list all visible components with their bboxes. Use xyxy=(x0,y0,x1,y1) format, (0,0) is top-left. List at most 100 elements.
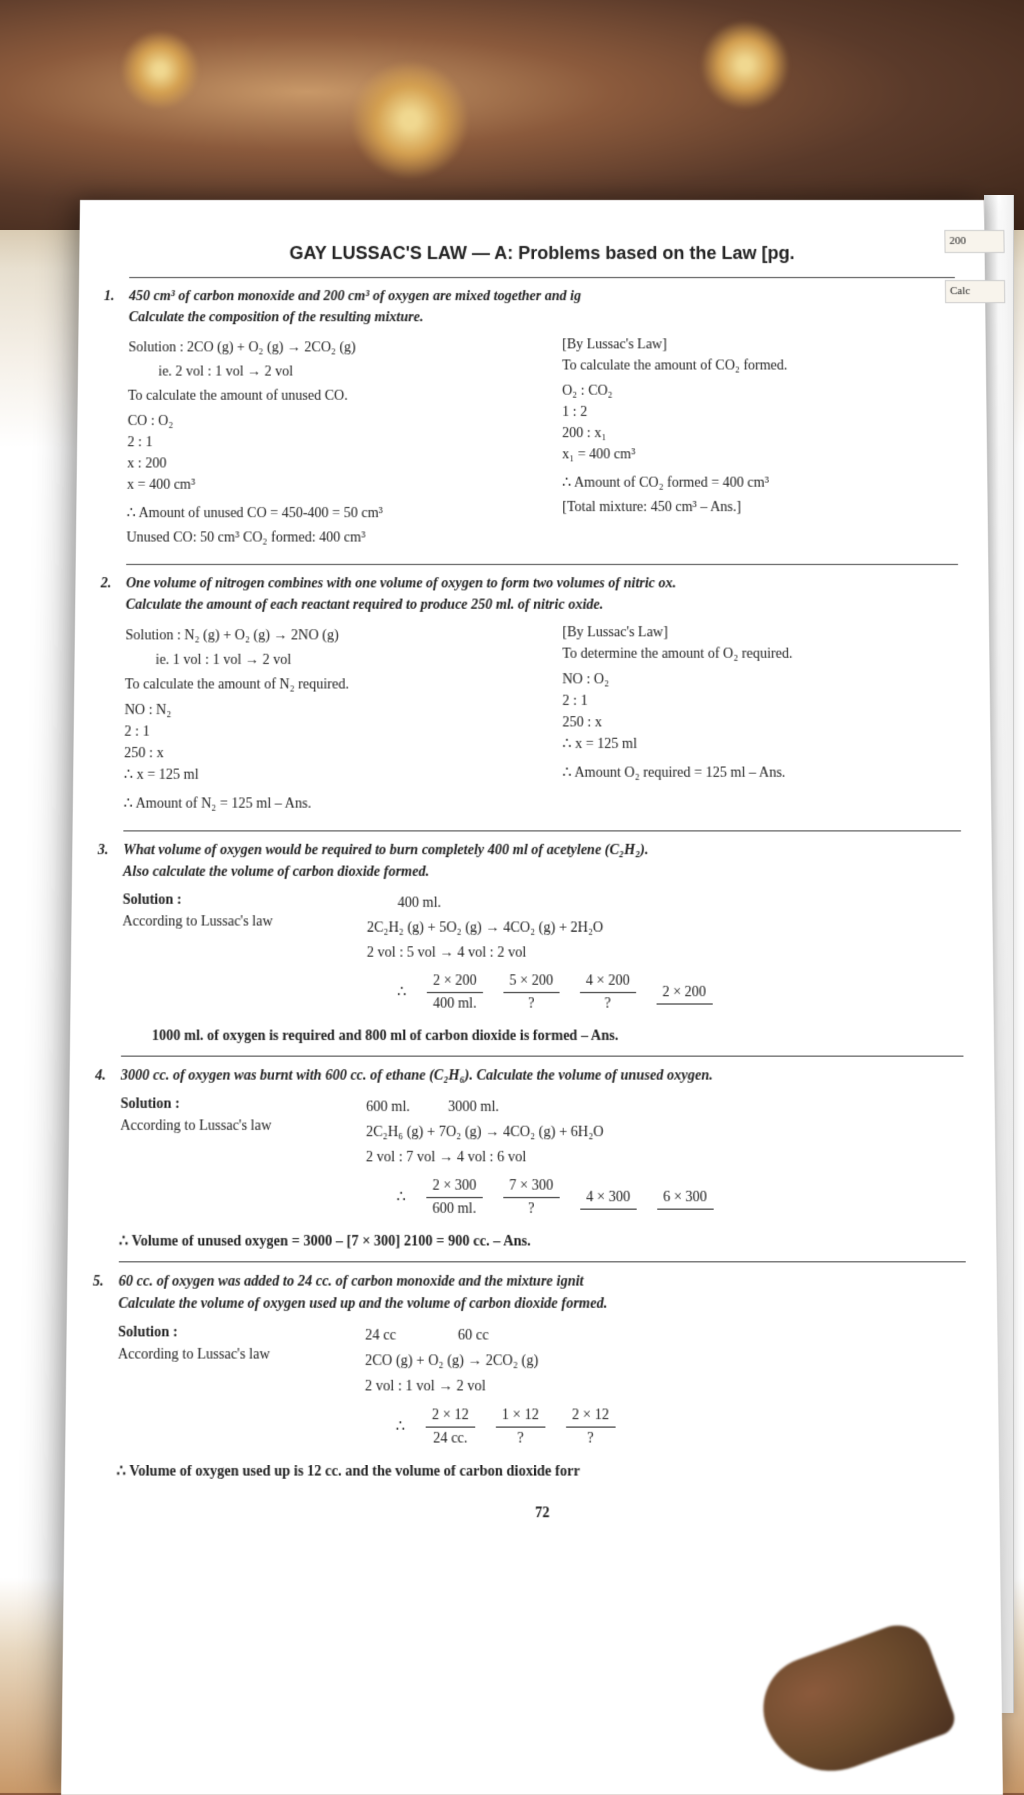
therefore: ∴ xyxy=(396,1416,405,1438)
proportion-row: ∴ 2 × 300600 ml. 7 × 300? 4 × 300 6 × 30… xyxy=(396,1175,965,1220)
problem-5: 5. 60 cc. of oxygen was added to 24 cc. … xyxy=(116,1261,968,1491)
law-ref: [By Lussac's Law] xyxy=(562,622,959,643)
qty: 24 cc xyxy=(365,1325,458,1347)
given-qty: 600 ml.3000 ml. xyxy=(366,1096,964,1118)
q-line: One volume of nitrogen combines with one… xyxy=(126,576,676,591)
result: ∴ Amount O₂ required = 125 ml – Ans. xyxy=(562,762,960,784)
equation: Solution : N₂ (g) + O₂ (g) → 2NO (g) xyxy=(125,625,522,646)
law-ref: [By Lussac's Law] xyxy=(562,334,956,355)
volume-ratio: 2 vol : 5 vol → 4 vol : 2 vol xyxy=(367,942,963,964)
qty: 600 ml. xyxy=(366,1096,448,1118)
fraction: 6 × 300 xyxy=(657,1186,713,1209)
numerator: 6 × 300 xyxy=(657,1186,713,1209)
problem-3: 3. What volume of oxygen would be requir… xyxy=(121,830,963,1055)
numerator: 2 × 200 xyxy=(427,970,483,993)
solution-label: Solution : xyxy=(118,1322,324,1344)
chapter-title: GAY LUSSAC'S LAW — A: Problems based on … xyxy=(289,243,795,263)
tbl-row: 1 : 2 xyxy=(562,402,602,423)
denominator: 600 ml. xyxy=(426,1198,482,1220)
solution-label: Solution : xyxy=(120,1093,325,1115)
fraction: 2 × 12? xyxy=(566,1404,616,1450)
page-number: 72 xyxy=(116,1502,969,1524)
question-text: 450 cm³ of carbon monoxide and 200 cm³ o… xyxy=(129,286,956,328)
numerator: 7 × 300 xyxy=(503,1175,559,1198)
tbl-row: ∴ x = 125 ml xyxy=(124,764,199,786)
therefore: ∴ xyxy=(397,1187,406,1209)
fraction: 5 × 200? xyxy=(503,970,559,1015)
law-ref: According to Lussac's law xyxy=(118,1344,324,1366)
proportion-row: ∴ 2 × 1224 cc. 1 × 12? 2 × 12? xyxy=(396,1404,968,1450)
qty: 60 cc xyxy=(458,1328,489,1344)
denominator: ? xyxy=(522,993,541,1015)
flower-blur xyxy=(350,60,470,180)
numerator: 2 × 300 xyxy=(426,1175,482,1198)
fraction: 2 × 200 xyxy=(656,981,712,1004)
denominator: ? xyxy=(598,993,617,1015)
law-ref: According to Lussac's law xyxy=(122,911,326,933)
flower-blur xyxy=(700,20,790,110)
numerator: 1 × 12 xyxy=(496,1404,545,1427)
denominator: ? xyxy=(581,1428,600,1450)
numerator: 5 × 200 xyxy=(503,970,559,993)
therefore: ∴ xyxy=(397,982,406,1004)
calc-heading: To calculate the amount of CO₂ formed. xyxy=(562,355,956,376)
answer: ∴ Volume of oxygen used up is 12 cc. and… xyxy=(116,1461,968,1483)
tbl-row: NO : O₂ xyxy=(562,669,609,691)
title-sep: — xyxy=(472,243,490,263)
denominator: 24 cc. xyxy=(427,1428,474,1450)
tbl-row: 250 : x xyxy=(124,743,165,765)
problem-4: 4. 3000 cc. of oxygen was burnt with 600… xyxy=(119,1056,966,1262)
numerator: 2 × 200 xyxy=(656,981,712,1004)
question-text: 60 cc. of oxygen was added to 24 cc. of … xyxy=(118,1271,966,1315)
calc-heading: To calculate the amount of unused CO. xyxy=(128,386,522,407)
proportion-row: ∴ 2 × 200400 ml. 5 × 200? 4 × 200? 2 × 2… xyxy=(397,970,963,1015)
tbl-row: 200 : x₁ xyxy=(562,423,606,444)
fraction: 4 × 300 xyxy=(580,1186,636,1209)
q-line: Calculate the volume of oxygen used up a… xyxy=(118,1296,607,1312)
ratio-table: NO : O₂ 2 : 1 250 : x ∴ x = 125 ml xyxy=(562,669,637,755)
numerator: 4 × 200 xyxy=(580,970,636,993)
tbl-row: ∴ x = 125 ml xyxy=(562,734,637,756)
tbl-row: 2 : 1 xyxy=(127,432,167,453)
page-header: GAY LUSSAC'S LAW — A: Problems based on … xyxy=(129,240,954,267)
given-qty: 24 cc60 cc xyxy=(365,1325,967,1347)
tbl-row: CO : O₂ xyxy=(128,411,174,432)
calc-heading: To calculate the amount of N₂ required. xyxy=(125,674,522,696)
tbl-row: 250 : x xyxy=(562,712,603,734)
numerator: 2 × 12 xyxy=(426,1404,475,1427)
side-tab: 200 xyxy=(944,230,1004,253)
flower-blur xyxy=(120,30,200,110)
denominator: ? xyxy=(511,1428,530,1450)
denominator: 400 ml. xyxy=(427,993,483,1015)
title-right: A: Problems based on the Law [pg. xyxy=(494,243,795,263)
volume-ratio: ie. 1 vol : 1 vol → 2 vol xyxy=(155,650,521,671)
q-line: of oxygen are mixed together and ig xyxy=(373,289,581,304)
denominator: ? xyxy=(522,1198,541,1220)
problem-number: 4. xyxy=(95,1065,106,1087)
given-qty: 400 ml. xyxy=(398,892,962,914)
q-line: Calculate the composition of the resulti… xyxy=(129,310,424,325)
question-text: 3000 cc. of oxygen was burnt with 600 cc… xyxy=(121,1065,964,1087)
tbl-row: x : 200 xyxy=(127,453,167,474)
q-line: 60 cc. of oxygen was added to 24 cc. of … xyxy=(119,1274,584,1290)
fraction: 7 × 300? xyxy=(503,1175,559,1220)
result: ∴ Amount of unused CO = 450-400 = 50 cm³ xyxy=(127,503,522,524)
tbl-row: 2 : 1 xyxy=(562,691,603,713)
answer: 1000 ml. of oxygen is required and 800 m… xyxy=(152,1025,964,1047)
result: [Total mixture: 450 cm³ – Ans.] xyxy=(562,497,957,518)
problem-number: 2. xyxy=(101,573,112,594)
question-text: One volume of nitrogen combines with one… xyxy=(126,573,959,616)
fraction: 2 × 1224 cc. xyxy=(426,1404,476,1450)
volume-ratio: 2 vol : 1 vol → 2 vol xyxy=(365,1376,967,1398)
problem-1: 1. 450 cm³ of carbon monoxide and 200 cm… xyxy=(126,277,958,564)
question-text: What volume of oxygen would be required … xyxy=(123,840,962,883)
qty: 3000 ml. xyxy=(448,1100,499,1116)
answer: ∴ Volume of unused oxygen = 3000 – [7 × … xyxy=(119,1231,966,1253)
numerator: 2 × 12 xyxy=(566,1404,615,1427)
law-ref: According to Lussac's law xyxy=(120,1115,325,1137)
problem-number: 3. xyxy=(98,840,109,862)
problem-2: 2. One volume of nitrogen combines with … xyxy=(123,564,961,830)
calc-heading: To determine the amount of O₂ required. xyxy=(562,643,959,664)
problem-number: 5. xyxy=(93,1271,104,1293)
tbl-row: x₁ = 400 cm³ xyxy=(562,444,635,465)
